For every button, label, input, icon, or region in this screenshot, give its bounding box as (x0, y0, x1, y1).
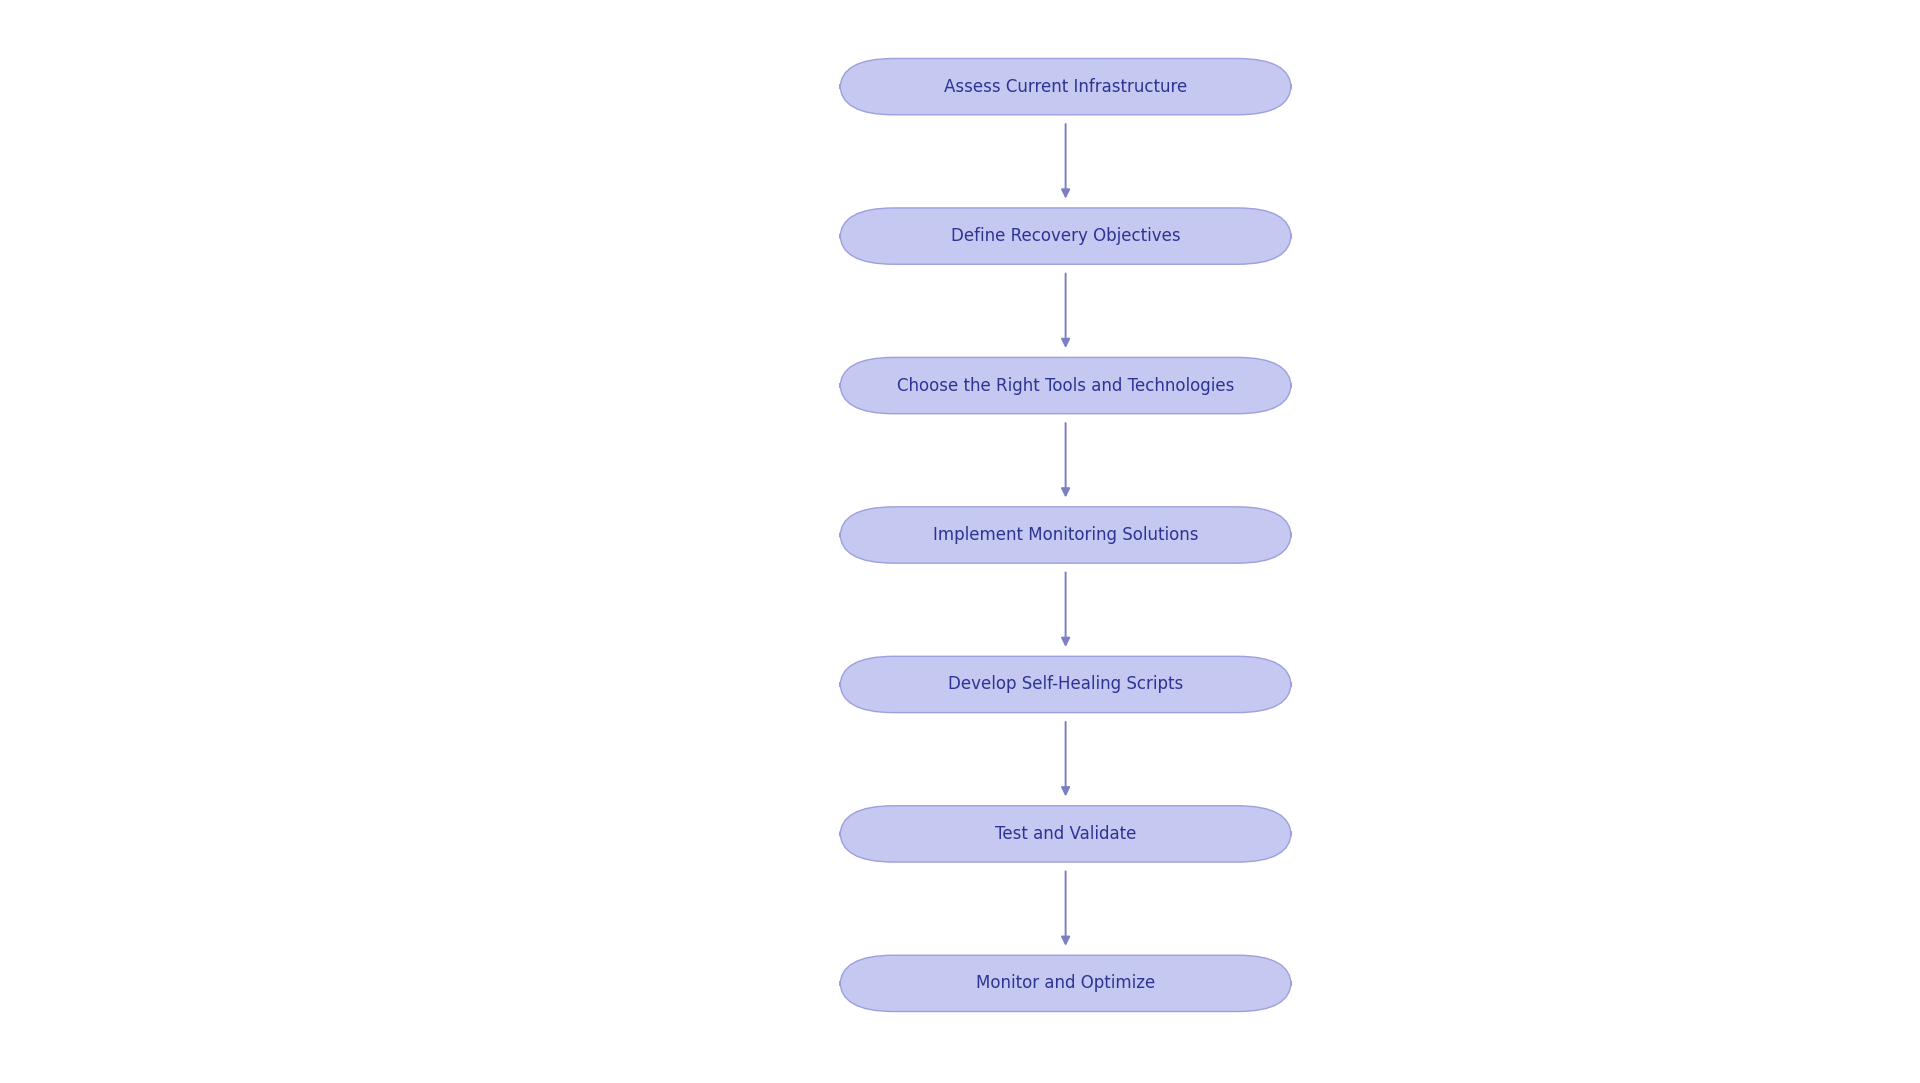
Text: Assess Current Infrastructure: Assess Current Infrastructure (945, 78, 1187, 95)
FancyBboxPatch shape (841, 357, 1292, 414)
Text: Choose the Right Tools and Technologies: Choose the Right Tools and Technologies (897, 377, 1235, 394)
Text: Develop Self-Healing Scripts: Develop Self-Healing Scripts (948, 676, 1183, 693)
Text: Monitor and Optimize: Monitor and Optimize (975, 975, 1156, 992)
Text: Define Recovery Objectives: Define Recovery Objectives (950, 227, 1181, 245)
FancyBboxPatch shape (841, 507, 1292, 563)
FancyBboxPatch shape (841, 656, 1292, 713)
FancyBboxPatch shape (841, 58, 1292, 115)
FancyBboxPatch shape (841, 955, 1292, 1012)
Text: Implement Monitoring Solutions: Implement Monitoring Solutions (933, 526, 1198, 544)
FancyBboxPatch shape (841, 208, 1292, 264)
Text: Test and Validate: Test and Validate (995, 825, 1137, 843)
FancyBboxPatch shape (841, 806, 1292, 862)
